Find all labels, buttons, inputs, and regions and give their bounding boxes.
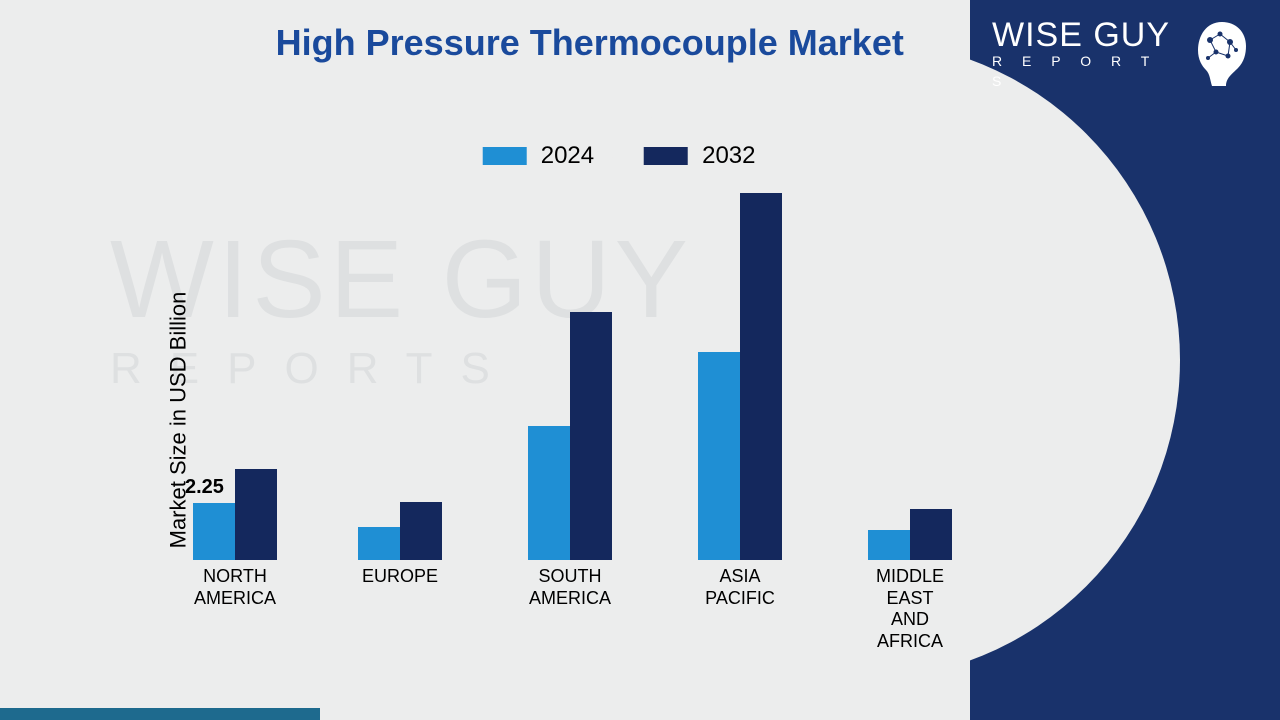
category-label: MIDDLEEASTANDAFRICA — [840, 566, 980, 652]
bar-2024 — [358, 527, 400, 560]
bar-2032 — [570, 312, 612, 560]
bar-group: NORTHAMERICA2.25 — [193, 469, 277, 560]
bar-2024 — [698, 352, 740, 560]
legend-label-2032: 2032 — [702, 142, 755, 170]
category-label: NORTHAMERICA — [165, 566, 305, 609]
bar-2024 — [868, 530, 910, 560]
category-label: SOUTHAMERICA — [500, 566, 640, 609]
bar-group: EUROPE — [358, 502, 442, 560]
bar-2032 — [910, 509, 952, 560]
right-panel — [970, 0, 1280, 720]
legend-swatch-2032 — [644, 147, 688, 165]
bar-group: ASIAPACIFIC — [698, 193, 782, 560]
bar-2032 — [400, 502, 442, 560]
bar-2024 — [528, 426, 570, 560]
bar-group: SOUTHAMERICA — [528, 312, 612, 560]
chart-title: High Pressure Thermocouple Market — [276, 22, 904, 64]
legend-item-2024: 2024 — [483, 142, 594, 170]
legend: 2024 2032 — [483, 142, 756, 170]
legend-label-2024: 2024 — [541, 142, 594, 170]
brand-logo: WISE GUY R E P O R T S — [992, 18, 1252, 91]
value-label: 2.25 — [185, 476, 224, 499]
bottom-accent-bar — [0, 708, 320, 720]
logo-line-2: R E P O R T S — [992, 52, 1182, 91]
bar-2032 — [740, 193, 782, 560]
bar-2032 — [235, 469, 277, 560]
category-label: ASIAPACIFIC — [670, 566, 810, 609]
chart-canvas: WISE GUY R E P O R T S H — [0, 0, 1280, 720]
bar-2024 — [193, 503, 235, 560]
bar-group: MIDDLEEASTANDAFRICA — [868, 509, 952, 560]
plot-area: NORTHAMERICA2.25 EUROPE SOUTHAMERICA ASIAPA… — [140, 180, 960, 560]
logo-line-1: WISE GUY — [992, 18, 1182, 52]
legend-item-2032: 2032 — [644, 142, 755, 170]
chart-area: Market Size in USD Billion 2024 2032 NOR… — [60, 150, 960, 690]
legend-swatch-2024 — [483, 147, 527, 165]
logo-head-icon — [1192, 20, 1252, 90]
category-label: EUROPE — [330, 566, 470, 588]
